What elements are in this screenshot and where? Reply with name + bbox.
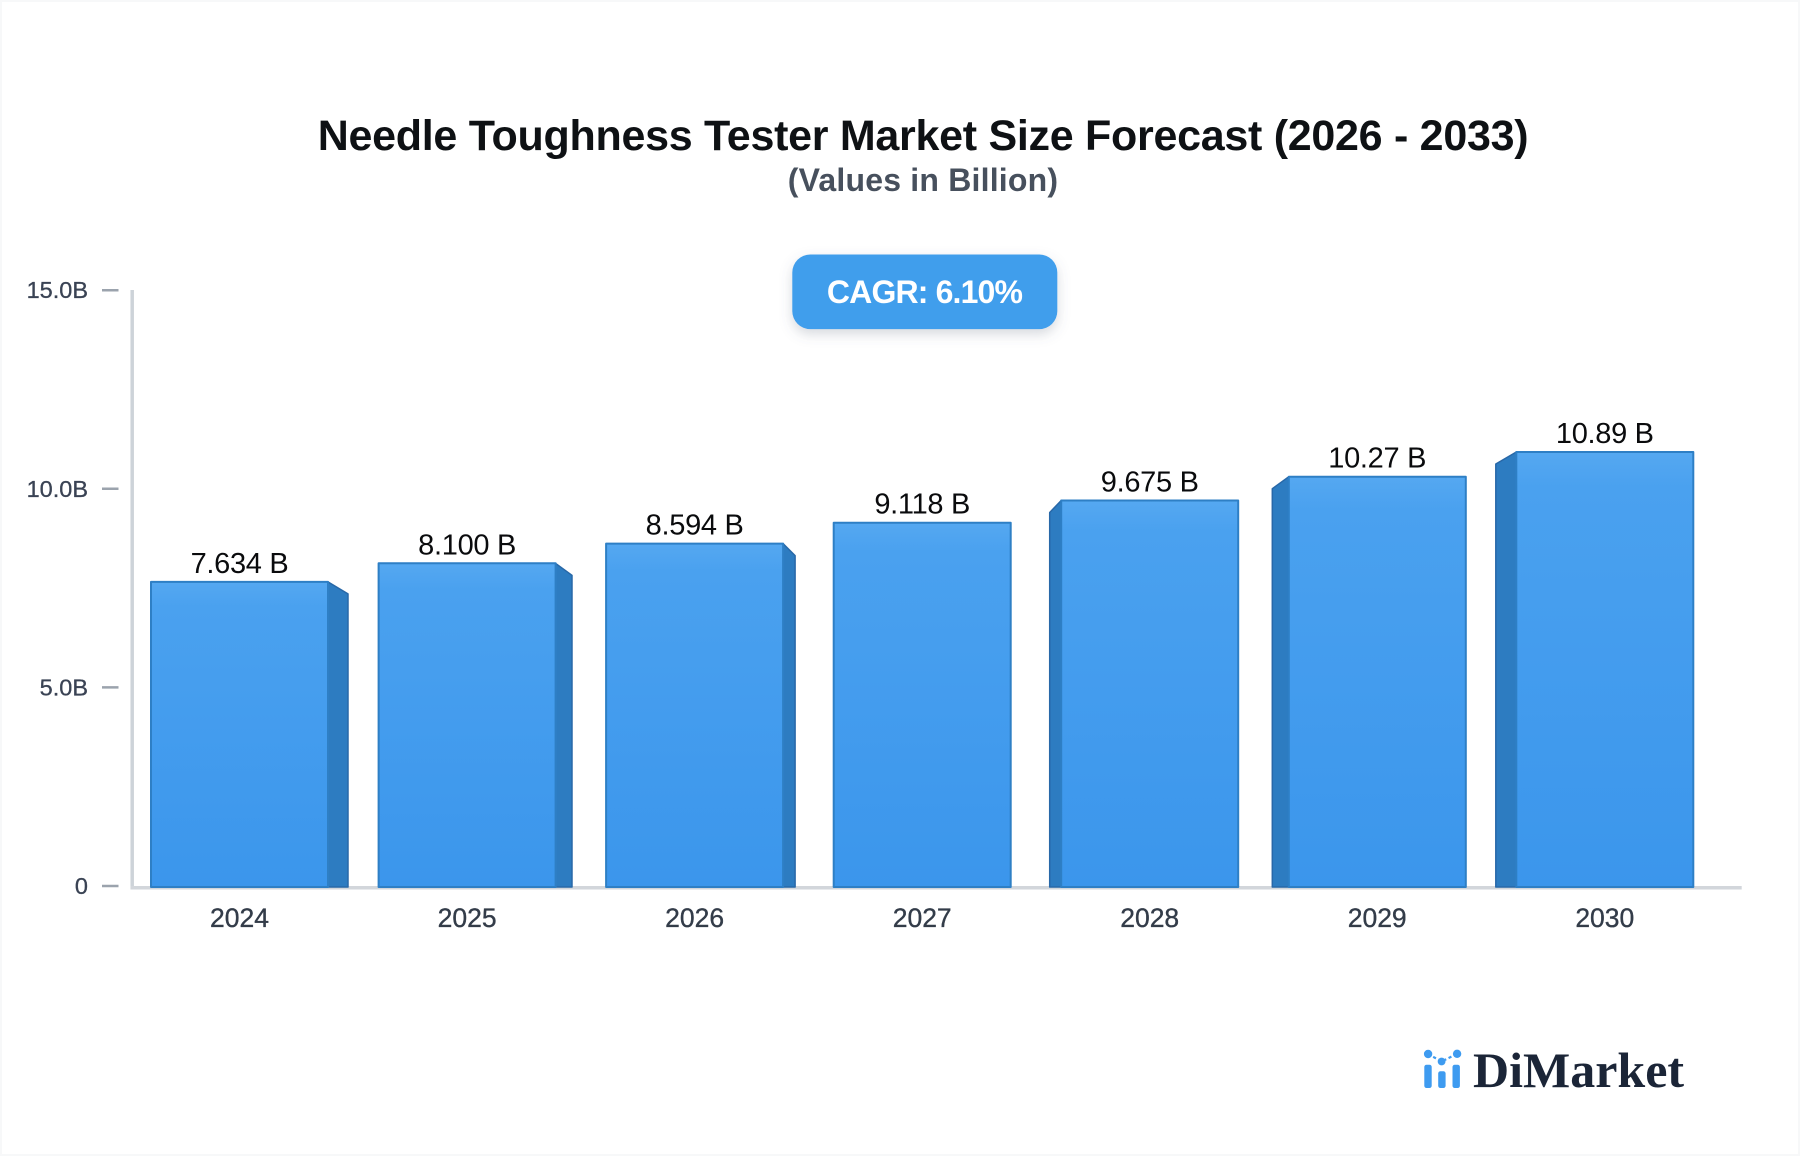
svg-text:9.675 B: 9.675 B — [1101, 467, 1199, 499]
svg-text:5.0B: 5.0B — [40, 674, 88, 700]
svg-text:10.27 B: 10.27 B — [1328, 443, 1426, 475]
svg-text:10.89 B: 10.89 B — [1556, 418, 1654, 450]
svg-text:2028: 2028 — [1120, 903, 1179, 933]
svg-text:10.0B: 10.0B — [27, 476, 88, 502]
svg-text:0: 0 — [75, 873, 88, 899]
svg-text:8.100 B: 8.100 B — [418, 529, 516, 561]
svg-text:DiMarket: DiMarket — [1473, 1042, 1684, 1098]
svg-text:8.594 B: 8.594 B — [646, 510, 744, 542]
svg-text:2026: 2026 — [665, 903, 724, 933]
svg-text:15.0B: 15.0B — [27, 277, 88, 303]
svg-text:2029: 2029 — [1348, 903, 1407, 933]
svg-text:2024: 2024 — [210, 903, 269, 933]
svg-text:2025: 2025 — [438, 903, 497, 933]
svg-text:2030: 2030 — [1575, 903, 1634, 933]
svg-text:9.118 B: 9.118 B — [874, 489, 970, 521]
svg-text:(Values in Billion): (Values in Billion) — [788, 162, 1059, 198]
svg-text:2027: 2027 — [893, 903, 952, 933]
svg-text:7.634 B: 7.634 B — [191, 548, 289, 580]
svg-text:Needle Toughness Tester Market: Needle Toughness Tester Market Size Fore… — [318, 112, 1529, 160]
svg-text:CAGR: 6.10%: CAGR: 6.10% — [827, 274, 1023, 310]
